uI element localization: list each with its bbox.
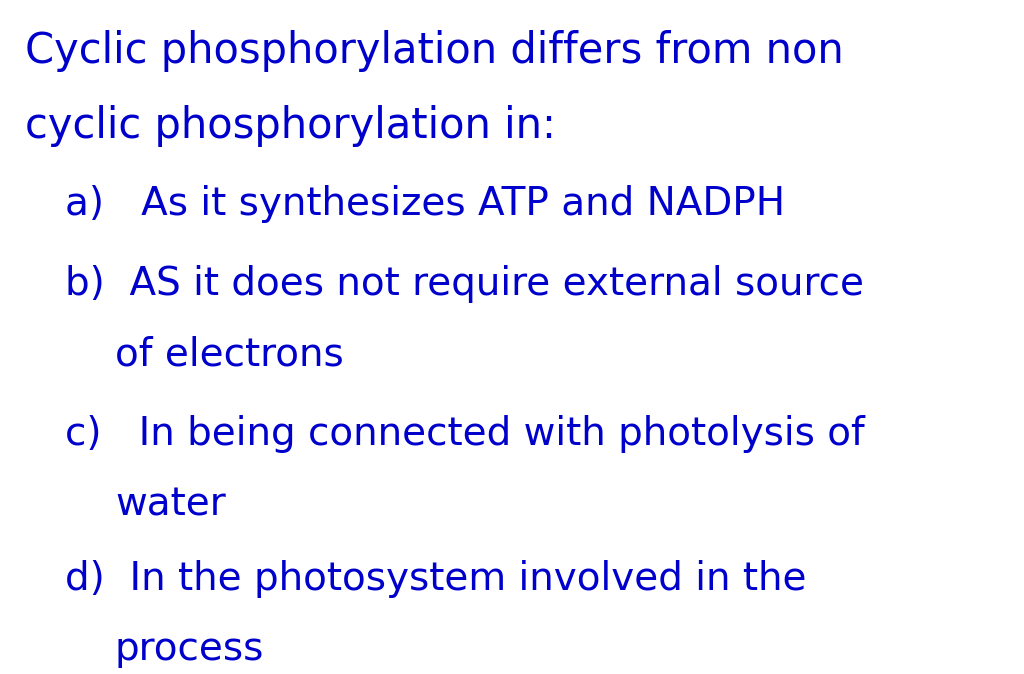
Text: b)  AS it does not require external source: b) AS it does not require external sourc… [65, 265, 864, 303]
Text: water: water [115, 485, 225, 523]
Text: a)   As it synthesizes ATP and NADPH: a) As it synthesizes ATP and NADPH [65, 185, 785, 223]
Text: c)   In being connected with photolysis of: c) In being connected with photolysis of [65, 415, 864, 453]
Text: cyclic phosphorylation in:: cyclic phosphorylation in: [25, 105, 556, 147]
Text: of electrons: of electrons [115, 335, 344, 373]
Text: d)  In the photosystem involved in the: d) In the photosystem involved in the [65, 560, 807, 598]
Text: Cyclic phosphorylation differs from non: Cyclic phosphorylation differs from non [25, 30, 844, 72]
Text: process: process [115, 630, 264, 668]
